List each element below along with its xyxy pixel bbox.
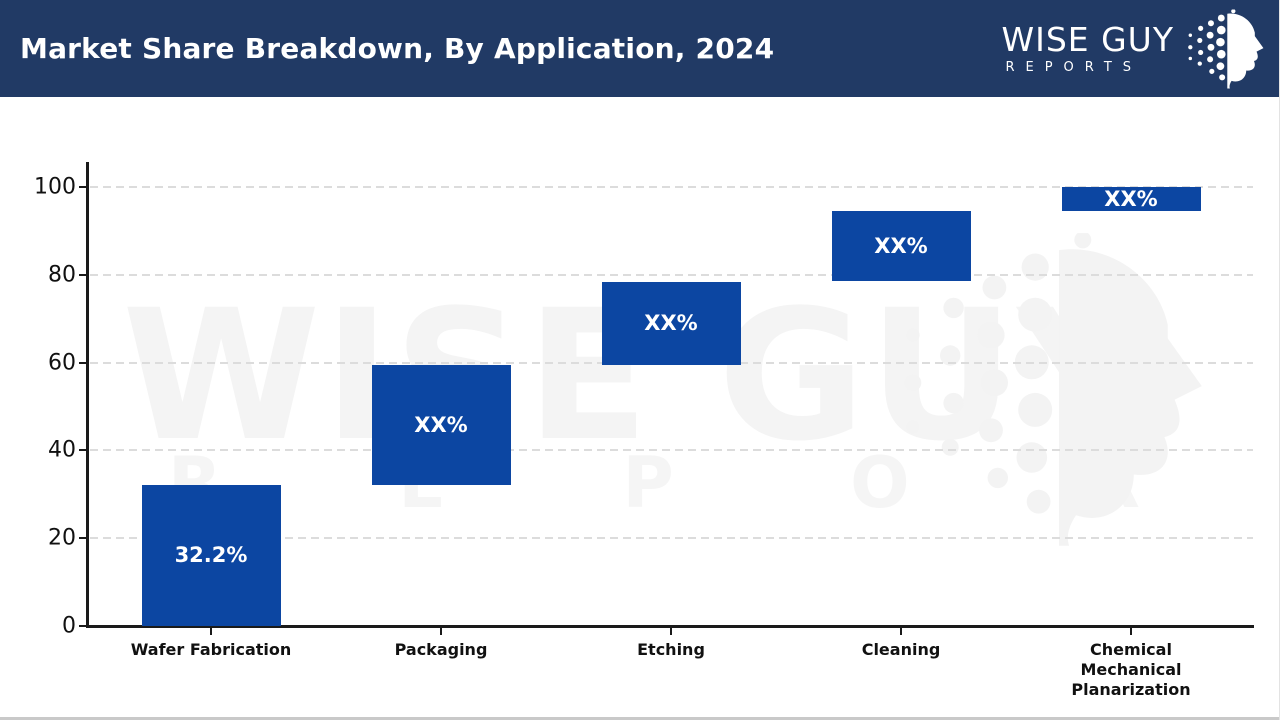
wise-guy-reports-logo: WISE GUY REPORTS [1001,9,1280,89]
x-tick-cleaning [900,628,902,635]
bar-etching [601,281,741,365]
x-label-chemical-mechanical-planarization: Chemical Mechanical Planarization [1071,640,1190,700]
x-label-line: Etching [637,640,705,659]
x-label-line: Wafer Fabrication [130,640,292,659]
header-bar: Market Share Breakdown, By Application, … [0,0,1280,97]
y-tick-60 [79,361,87,364]
x-tick-etching [670,628,672,635]
gridline-40 [90,449,1253,452]
bar-wafer-fabrication [141,484,281,626]
x-label-line: Planarization [1071,680,1191,699]
y-tick-40 [79,449,87,452]
bar-value-label-etching: XX% [644,311,698,336]
y-tick-label-100: 100 [34,174,76,200]
gridline-100 [90,186,1253,188]
bar-packaging [371,364,511,485]
x-label-cleaning: Cleaning [862,640,941,660]
x-label-wafer-fabrication: Wafer Fabrication [131,640,292,660]
y-tick-20 [79,537,87,540]
logo-subtitle: REPORTS [1005,60,1143,75]
y-tick-0 [79,625,87,627]
y-tick-100 [79,186,87,188]
x-axis-line [86,625,1254,628]
gridline-20 [90,537,1253,540]
x-label-line: Chemical [1090,640,1172,659]
x-tick-packaging [440,628,442,635]
bar-chemical-mechanical-planarization [1061,187,1201,212]
y-tick-80 [79,273,87,276]
y-tick-label-40: 40 [48,437,76,463]
x-label-line: Packaging [394,640,488,659]
bar-cleaning [831,211,971,282]
y-axis-line [86,162,89,628]
x-label-line: Mechanical [1080,660,1182,679]
bar-value-label-cleaning: XX% [874,234,928,259]
bottom-border [0,717,1279,720]
logo-head-icon [1180,9,1266,89]
logo-wordmark: WISE GUY [1001,20,1174,59]
logo-text: WISE GUY REPORTS [1001,23,1174,74]
x-tick-wafer-fabrication [210,628,212,635]
x-tick-chemical-mechanical-planarization [1130,628,1132,635]
bar-value-label-packaging: XX% [414,412,468,437]
bar-value-label-chemical-mechanical-planarization: XX% [1104,187,1158,212]
x-label-etching: Etching [637,640,705,660]
y-tick-label-60: 60 [48,350,76,376]
y-tick-label-80: 80 [48,262,76,288]
x-label-line: Cleaning [861,640,941,659]
gridline-80 [90,273,1253,276]
y-tick-label-0: 0 [62,613,76,639]
bar-value-label-wafer-fabrication: 32.2% [174,543,248,568]
y-tick-label-20: 20 [48,525,76,551]
x-label-packaging: Packaging [395,640,488,660]
chart-title: Market Share Breakdown, By Application, … [20,32,775,65]
